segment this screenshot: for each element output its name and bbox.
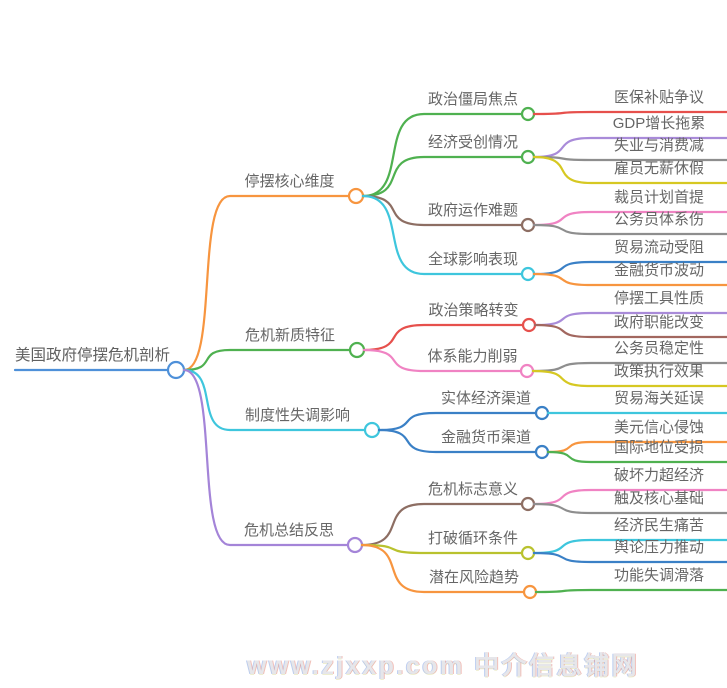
node-label-root[interactable]: 美国政府停摆危机剖析 [15, 347, 171, 364]
node-line-government-operation-problems [361, 194, 524, 227]
node-line-international-status-damage [546, 450, 727, 464]
node-label-shutdown-tool-nature[interactable]: 停摆工具性质 [613, 290, 704, 307]
watermark: www.zjxxp.com 中介信息铺网 [247, 652, 640, 680]
node-label-unemployment-consumption-drop[interactable]: 失业与消费减 [613, 137, 704, 154]
node-line-healthcare-subsidy-dispute [532, 110, 727, 116]
node-label-financial-currency-volatility[interactable]: 金融货币波动 [613, 262, 704, 279]
node-label-government-operation-problems[interactable]: 政府运作难题 [427, 202, 518, 219]
node-label-political-deadlock-focus[interactable]: 政治僵局焦点 [427, 91, 518, 108]
node-label-touches-core-foundation[interactable]: 触及核心基础 [613, 490, 704, 507]
node-label-global-impact[interactable]: 全球影响表现 [427, 251, 518, 268]
node-line-global-impact [361, 194, 524, 276]
node-line-economic-damage [361, 155, 524, 198]
node-line-potential-risk-trend [360, 543, 526, 594]
node-label-crisis-landmark-significance[interactable]: 危机标志意义 [427, 481, 518, 498]
node-line-public-opinion-pressure [532, 551, 727, 564]
node-label-political-strategy-shift[interactable]: 政治策略转变 [428, 302, 519, 319]
node-label-trade-customs-delay[interactable]: 贸易海关延误 [613, 390, 704, 407]
node-connector-economic-damage[interactable] [520, 149, 536, 165]
node-label-healthcare-subsidy-dispute[interactable]: 医保补贴争议 [613, 89, 704, 106]
node-connector-core-dimensions[interactable] [347, 187, 365, 205]
node-connector-break-cycle-conditions[interactable] [520, 545, 536, 561]
node-connector-financial-currency-channel[interactable] [534, 444, 550, 460]
node-line-new-crisis-features [182, 348, 352, 372]
node-connector-crisis-summary-reflection[interactable] [346, 536, 364, 554]
node-label-core-dimensions[interactable]: 停摆核心维度 [244, 173, 335, 190]
node-connector-root[interactable] [166, 360, 186, 380]
node-connector-crisis-landmark-significance[interactable] [520, 496, 536, 512]
node-connector-global-impact[interactable] [520, 266, 536, 282]
node-label-crisis-summary-reflection[interactable]: 危机总结反思 [243, 522, 334, 539]
node-label-civil-service-system-damage[interactable]: 公务员体系伤 [613, 211, 704, 228]
node-label-public-opinion-pressure[interactable]: 舆论压力推动 [613, 539, 704, 556]
node-connector-potential-risk-trend[interactable] [522, 584, 538, 600]
node-label-international-status-damage[interactable]: 国际地位受损 [613, 439, 704, 456]
node-line-touches-core-foundation [532, 502, 727, 515]
node-line-political-strategy-shift [362, 323, 525, 352]
node-label-destructive-beyond-economy[interactable]: 破坏力超经济 [613, 467, 704, 484]
node-connector-political-deadlock-focus[interactable] [520, 106, 536, 122]
node-label-institutional-dysfunction-impact[interactable]: 制度性失调影响 [244, 407, 350, 424]
node-label-economic-damage[interactable]: 经济受创情况 [427, 134, 518, 151]
node-line-civil-service-system-damage [532, 223, 727, 236]
node-label-dollar-confidence-erosion[interactable]: 美元信心侵蚀 [613, 419, 704, 436]
node-line-dysfunction-slide [534, 588, 727, 594]
node-connector-new-crisis-features[interactable] [348, 341, 366, 359]
node-connector-political-strategy-shift[interactable] [521, 317, 537, 333]
node-label-system-capacity-weakening[interactable]: 体系能力削弱 [427, 348, 518, 365]
node-label-trade-flow-blocked[interactable]: 贸易流动受阻 [613, 239, 704, 256]
node-label-gdp-growth-drag[interactable]: GDP增长拖累 [612, 115, 706, 132]
node-line-political-deadlock-focus [361, 112, 524, 198]
node-connector-institutional-dysfunction-impact[interactable] [363, 421, 381, 439]
node-label-real-economy-channel[interactable]: 实体经济渠道 [440, 390, 531, 407]
node-label-potential-risk-trend[interactable]: 潜在风险趋势 [428, 569, 519, 586]
node-line-financial-currency-volatility [532, 272, 727, 287]
node-line-policy-execution-effect [531, 369, 727, 388]
node-line-employee-unpaid-leave [532, 155, 727, 185]
node-label-new-crisis-features[interactable]: 危机新质特征 [244, 327, 335, 344]
node-label-employee-unpaid-leave[interactable]: 雇员无薪休假 [613, 160, 704, 177]
node-label-layoff-plan-first-mention[interactable]: 裁员计划首提 [613, 189, 704, 206]
node-connector-government-operation-problems[interactable] [520, 217, 536, 233]
node-label-economic-livelihood-pain[interactable]: 经济民生痛苦 [613, 517, 704, 534]
node-label-break-cycle-conditions[interactable]: 打破循环条件 [427, 530, 518, 547]
node-label-civil-servant-stability[interactable]: 公务员稳定性 [613, 340, 704, 357]
node-line-crisis-summary-reflection [182, 368, 350, 547]
node-label-government-function-change[interactable]: 政府职能改变 [613, 314, 704, 331]
node-line-break-cycle-conditions [360, 543, 524, 555]
node-label-policy-execution-effect[interactable]: 政策执行效果 [613, 363, 704, 380]
node-line-crisis-landmark-significance [360, 502, 524, 547]
node-line-institutional-dysfunction-impact [182, 368, 367, 432]
node-label-financial-currency-channel[interactable]: 金融货币渠道 [440, 429, 531, 446]
node-line-government-function-change [533, 323, 727, 339]
node-line-financial-currency-channel [377, 428, 538, 454]
node-line-core-dimensions [182, 194, 351, 372]
node-line-real-economy-channel [377, 411, 538, 432]
node-connector-system-capacity-weakening[interactable] [519, 363, 535, 379]
node-line-system-capacity-weakening [362, 348, 523, 373]
node-label-dysfunction-slide[interactable]: 功能失调滑落 [613, 567, 704, 584]
node-connector-real-economy-channel[interactable] [534, 405, 550, 421]
